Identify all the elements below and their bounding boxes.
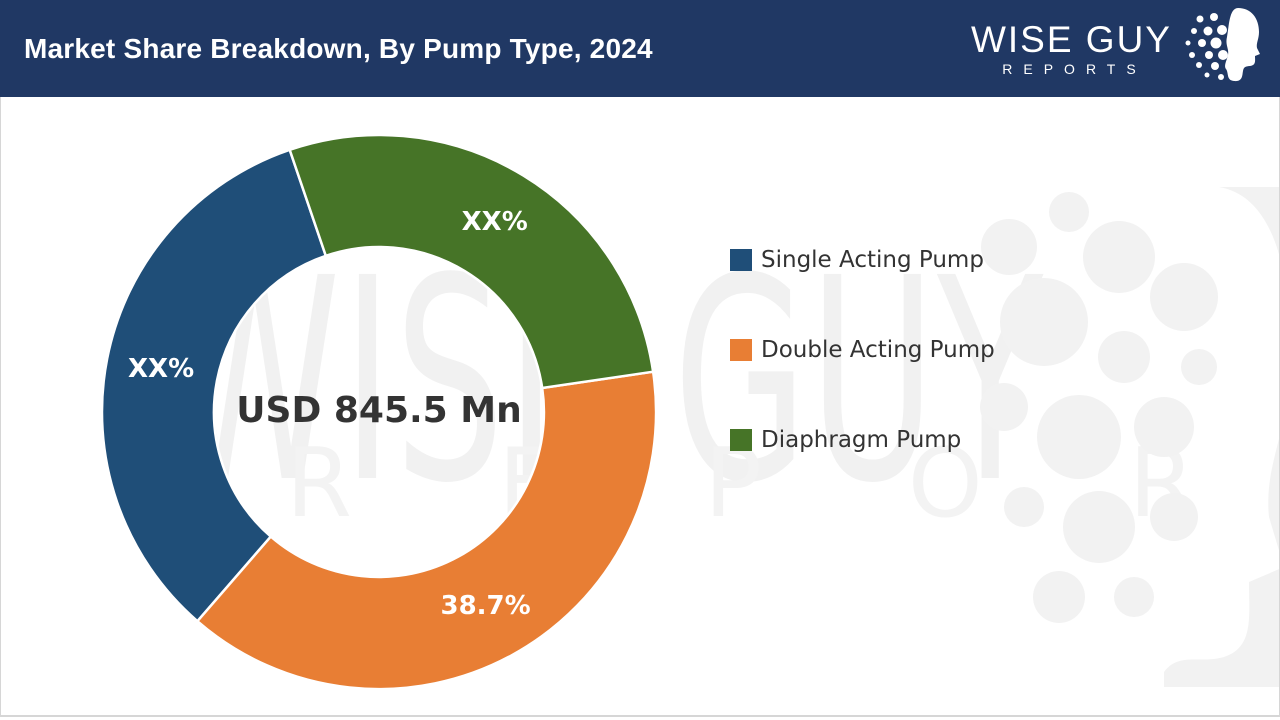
legend-swatch	[730, 429, 752, 451]
slice-value-label: XX%	[128, 354, 194, 384]
donut-center-label: USD 845.5 Mn	[236, 390, 521, 431]
legend-swatch	[730, 339, 752, 361]
legend-label: Single Acting Pump	[761, 247, 984, 273]
legend-item-diaphragm-pump: Diaphragm Pump	[730, 427, 995, 453]
donut-slice-single-acting-pump	[100, 148, 328, 623]
header-bar: Market Share Breakdown, By Pump Type, 20…	[0, 0, 1280, 97]
donut-chart: XX% 38.7% XX% USD 845.5 Mn	[100, 133, 658, 691]
legend-label: Double Acting Pump	[761, 337, 995, 363]
slice-value-label: 38.7%	[440, 591, 530, 621]
slice-value-label: XX%	[462, 207, 528, 237]
brand-face-icon	[1178, 5, 1264, 93]
donut-slice-diaphragm-pump	[288, 133, 655, 390]
legend-item-single-acting-pump: Single Acting Pump	[730, 247, 995, 273]
brand-subname: REPORTS	[1002, 60, 1147, 77]
chart-canvas: WISE GUY R E P O R T S XX%38.7%XX%USD 84…	[0, 97, 1280, 717]
legend-item-double-acting-pump: Double Acting Pump	[730, 337, 995, 363]
chart-legend: Single Acting Pump Double Acting Pump Diap…	[730, 247, 995, 517]
brand-name: WISE GUY	[970, 18, 1172, 60]
donut-slice-double-acting-pump	[195, 370, 658, 691]
brand-logo-text: WISE GUY REPORTS	[970, 18, 1172, 77]
legend-swatch	[730, 249, 752, 271]
brand-logo: WISE GUY REPORTS	[971, 5, 1264, 93]
legend-label: Diaphragm Pump	[761, 427, 962, 453]
page-title: Market Share Breakdown, By Pump Type, 20…	[24, 32, 653, 64]
